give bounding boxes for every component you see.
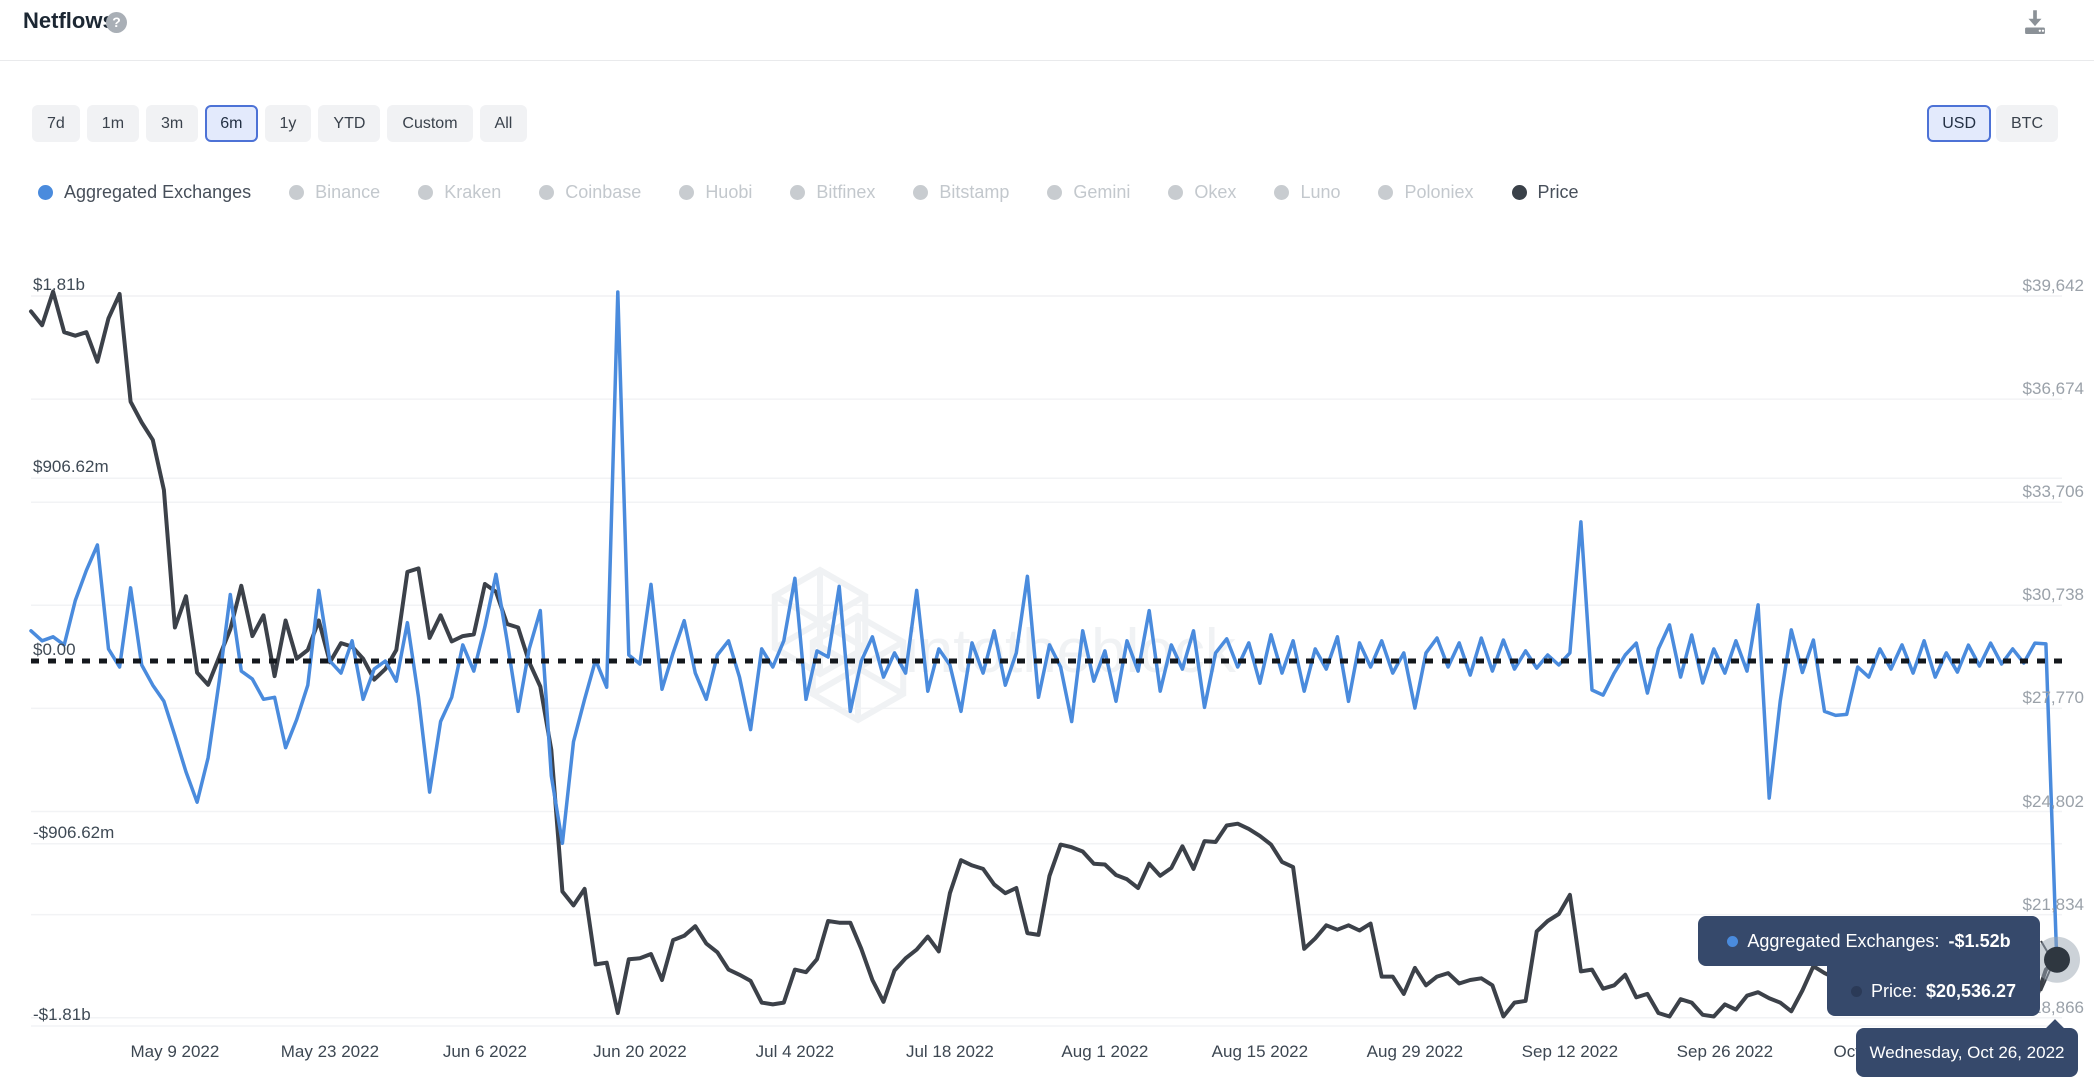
right-axis-label: $27,770	[2022, 688, 2084, 708]
legend-dot-icon	[1047, 185, 1063, 200]
right-axis-label: $30,738	[2022, 585, 2084, 605]
tooltip-netflow-row: Aggregated Exchanges: -$1.52b	[1698, 916, 2040, 966]
legend-dot-icon	[679, 185, 695, 200]
x-axis-label: Jul 4 2022	[755, 1042, 835, 1061]
range-button-all[interactable]: All	[479, 105, 528, 142]
right-axis-label: $33,706	[2022, 482, 2084, 502]
x-axis-label: Aug 15 2022	[1211, 1042, 1309, 1061]
range-button-1y[interactable]: 1y	[264, 105, 312, 142]
legend-item-aggregated-exchanges[interactable]: Aggregated Exchanges	[38, 182, 251, 203]
left-axis-label: -$1.81b	[33, 1005, 91, 1024]
legend-item-binance[interactable]: Binance	[289, 182, 380, 203]
x-axis-label: Sep 26 2022	[1676, 1042, 1774, 1061]
hover-marker-dot	[2044, 946, 2070, 973]
legend-dot-icon	[1274, 185, 1290, 200]
legend-label: Gemini	[1073, 182, 1131, 202]
legend-label: Price	[1537, 182, 1579, 202]
range-button-7d[interactable]: 7d	[32, 105, 80, 142]
left-axis-label: -$906.62m	[33, 822, 115, 842]
tooltip-date: Wednesday, Oct 26, 2022	[1856, 1028, 2078, 1077]
legend-dot-icon	[913, 185, 929, 200]
range-button-custom[interactable]: Custom	[387, 105, 473, 142]
right-axis-label: $21,834	[2022, 894, 2084, 914]
legend-item-luno[interactable]: Luno	[1274, 182, 1340, 203]
legend-dot-icon	[1511, 185, 1527, 200]
legend-dot-icon	[539, 185, 555, 200]
x-axis-label: May 9 2022	[130, 1042, 220, 1061]
legend-item-okex[interactable]: Okex	[1168, 182, 1236, 203]
x-axis-label: May 23 2022	[280, 1042, 380, 1061]
tooltip-price-value: $20,536.27	[1925, 980, 2017, 1001]
tooltip-netflow-label: Aggregated Exchanges:	[1747, 930, 1940, 951]
legend-label: Poloniex	[1404, 182, 1474, 202]
legend-item-kraken[interactable]: Kraken	[418, 182, 501, 203]
time-range-selector: 7d 1m 3m 6m 1y YTD Custom All	[32, 105, 528, 142]
legend-item-gemini[interactable]: Gemini	[1047, 182, 1130, 203]
range-button-6m[interactable]: 6m	[205, 105, 258, 142]
legend-label: Okex	[1194, 182, 1237, 202]
right-axis-label: $24,802	[2022, 791, 2084, 811]
tooltip-netflow-dot-icon	[1727, 935, 1739, 947]
legend-item-poloniex[interactable]: Poloniex	[1378, 182, 1474, 203]
header-divider	[0, 60, 2094, 61]
legend-label: Coinbase	[565, 182, 642, 202]
x-axis-label: Jul 18 2022	[905, 1042, 994, 1061]
legend-label: Bitstamp	[939, 182, 1010, 202]
tooltip-price-label: Price:	[1870, 980, 1917, 1001]
x-axis-label: Aug 1 2022	[1061, 1042, 1149, 1061]
tooltip-price-dot-icon	[1850, 985, 1862, 997]
legend-dot-icon	[38, 185, 53, 200]
legend-label: Aggregated Exchanges	[64, 182, 252, 202]
right-axis-label: $36,674	[2022, 379, 2084, 399]
legend-dot-icon	[418, 185, 434, 200]
x-axis-label: Sep 12 2022	[1521, 1042, 1619, 1061]
legend-item-price[interactable]: Price	[1511, 182, 1579, 203]
legend-label: Kraken	[444, 182, 502, 202]
legend-item-coinbase[interactable]: Coinbase	[539, 182, 641, 203]
currency-button-usd[interactable]: USD	[1927, 105, 1991, 142]
legend-label: Luno	[1300, 182, 1341, 202]
x-axis-label: Jun 6 2022	[442, 1042, 527, 1061]
x-axis-label: Jun 20 2022	[593, 1042, 687, 1061]
help-icon[interactable]: ?	[106, 12, 127, 33]
legend-label: Huobi	[705, 182, 753, 202]
currency-button-btc[interactable]: BTC	[1996, 105, 2058, 142]
currency-toggle: USD BTC	[1927, 105, 2058, 142]
legend-dot-icon	[1378, 185, 1394, 200]
left-axis-label: $0.00	[33, 640, 76, 659]
price-line	[29, 289, 2059, 1019]
range-button-ytd[interactable]: YTD	[318, 105, 381, 142]
legend-dot-icon	[790, 185, 806, 200]
left-axis-label: $1.81b	[33, 275, 85, 294]
legend-label: Bitfinex	[816, 182, 876, 202]
legend-dot-icon	[1168, 185, 1184, 200]
tooltip-netflow-value: -$1.52b	[1948, 930, 2011, 951]
page-title: Netflows	[23, 8, 115, 33]
x-axis-label: Aug 29 2022	[1366, 1042, 1464, 1061]
legend-item-huobi[interactable]: Huobi	[679, 182, 752, 203]
legend-label: Binance	[315, 182, 381, 202]
legend-dot-icon	[289, 185, 305, 200]
left-axis-label: $906.62m	[33, 457, 109, 477]
download-icon[interactable]	[2018, 6, 2052, 40]
legend-item-bitstamp[interactable]: Bitstamp	[913, 182, 1009, 203]
range-button-3m[interactable]: 3m	[146, 105, 199, 142]
legend-item-bitfinex[interactable]: Bitfinex	[790, 182, 875, 203]
range-button-1m[interactable]: 1m	[86, 105, 140, 142]
tooltip-price-row: Price: $20,536.27	[1827, 966, 2040, 1016]
svg-text:intotheblock: intotheblock	[905, 617, 1237, 686]
right-axis-label: $39,642	[2022, 276, 2084, 295]
chart-legend: Aggregated Exchanges Binance Kraken Coinbas…	[38, 182, 1579, 203]
